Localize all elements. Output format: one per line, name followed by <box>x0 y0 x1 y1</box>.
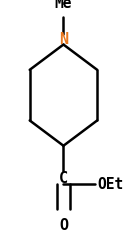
Text: C: C <box>59 170 68 185</box>
Text: O: O <box>59 217 68 232</box>
Text: N: N <box>59 32 68 47</box>
Text: OEt: OEt <box>97 176 123 192</box>
Text: Me: Me <box>55 0 72 11</box>
